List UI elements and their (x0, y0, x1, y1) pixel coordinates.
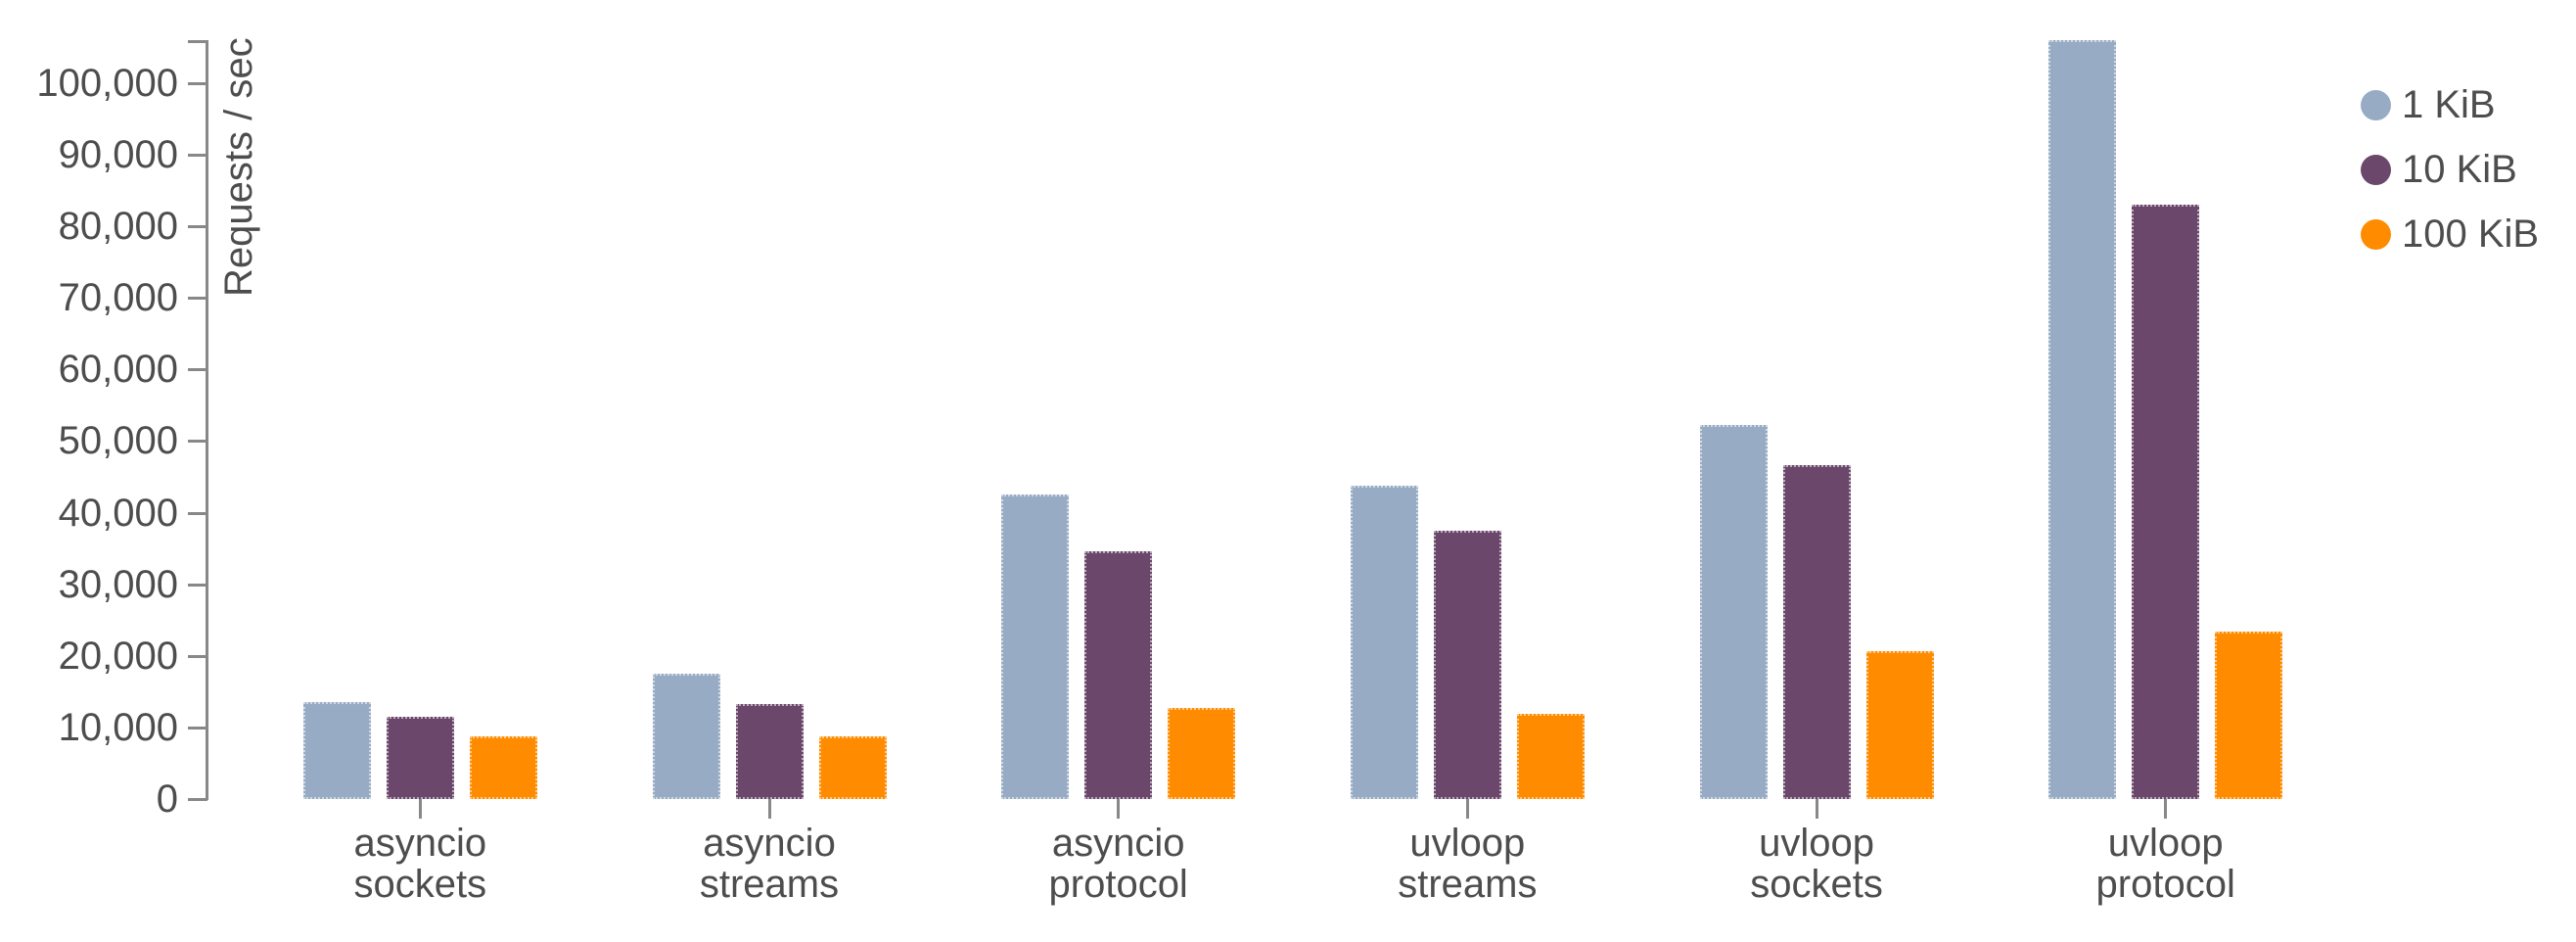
y-axis-tick (188, 225, 207, 229)
y-axis-tick-label: 90,000 (58, 132, 178, 176)
y-axis-tick-label: 20,000 (58, 634, 178, 678)
bar-100-kib (2215, 632, 2283, 799)
bar-1-kib (302, 702, 371, 799)
bar-10-kib (2132, 205, 2200, 799)
x-axis-tick (1465, 799, 1469, 819)
x-axis-tick (767, 799, 771, 819)
x-axis-tick (2164, 799, 2168, 819)
bar-group: asyncio protocol (943, 40, 1293, 906)
x-axis-label: asyncio streams (699, 822, 840, 907)
y-axis-tick (188, 153, 207, 157)
y-axis-tick (188, 511, 207, 515)
bar-group: uvloop protocol (1991, 40, 2340, 906)
bar-100-kib (818, 736, 887, 799)
bar-100-kib (1516, 714, 1585, 799)
y-axis-tick-label: 30,000 (58, 562, 178, 606)
y-axis-tick (188, 297, 207, 301)
bar-10-kib (1782, 465, 1851, 799)
bar-10-kib (1433, 531, 1501, 799)
y-axis-tick (188, 81, 207, 85)
bar-1-kib (2048, 40, 2117, 799)
bar-1-kib (652, 674, 720, 799)
y-axis-tick-label: 100,000 (36, 61, 178, 105)
bar-group: uvloop streams (1293, 40, 1642, 906)
y-axis-tick (188, 583, 207, 587)
y-axis-tick-label: 80,000 (58, 205, 178, 249)
y-axis-line (206, 40, 208, 800)
bar-group-bars (246, 702, 595, 799)
bar-100-kib (1168, 708, 1236, 799)
bar-1-kib (1350, 486, 1418, 799)
legend-label: 1 KiB (2402, 82, 2496, 126)
x-axis-label: asyncio protocol (1048, 822, 1188, 907)
bar-10-kib (735, 704, 804, 799)
legend-label: 10 KiB (2402, 147, 2517, 191)
y-axis-tick-label: 70,000 (58, 276, 178, 320)
legend-item: 10 KiB (2361, 147, 2539, 192)
x-axis-label: asyncio sockets (353, 822, 487, 907)
y-axis-tick-label: 10,000 (58, 705, 178, 749)
bar-group: uvloop sockets (1642, 40, 1992, 906)
legend-item: 1 KiB (2361, 82, 2539, 127)
bar-group-bars (1642, 425, 1992, 799)
y-axis-tick (188, 440, 207, 444)
bar-group: asyncio streams (595, 40, 944, 906)
y-axis-tick-label: 0 (156, 777, 178, 821)
legend-swatch (2361, 218, 2391, 250)
legend: 1 KiB 10 KiB 100 KiB (2361, 82, 2539, 276)
x-axis-tick (418, 799, 422, 819)
bar-10-kib (1084, 551, 1153, 799)
x-axis-label: uvloop protocol (2095, 822, 2235, 907)
y-axis-tick-label: 60,000 (58, 348, 178, 392)
bar-group-bars (943, 495, 1293, 799)
x-axis-tick (1815, 799, 1818, 819)
y-axis-tick-label: 50,000 (58, 419, 178, 463)
bar-1-kib (1699, 425, 1768, 799)
y-axis-tick-label: 40,000 (58, 491, 178, 535)
bar-group-bars (595, 674, 944, 799)
legend-swatch (2361, 89, 2391, 120)
bar-group: asyncio sockets (246, 40, 595, 906)
bar-group-bars (1991, 40, 2340, 799)
y-axis-tick (188, 368, 207, 372)
legend-swatch (2361, 154, 2391, 185)
legend-label: 100 KiB (2402, 212, 2540, 256)
bar-1-kib (1001, 495, 1070, 799)
bar-10-kib (386, 717, 454, 799)
x-axis-label: uvloop sockets (1750, 822, 1883, 907)
bar-group-bars (1293, 486, 1642, 799)
plot-area: asyncio sockets asyncio streams asyncio pr… (246, 40, 2340, 906)
y-axis-end-tick (188, 40, 208, 43)
bar-100-kib (469, 736, 537, 799)
y-axis-tick (188, 654, 207, 658)
y-axis-tick (188, 798, 207, 801)
x-axis-label: uvloop streams (1398, 822, 1538, 907)
x-axis-tick (1117, 799, 1121, 819)
legend-item: 100 KiB (2361, 212, 2539, 257)
y-axis-tick (188, 726, 207, 730)
bar-100-kib (1865, 651, 1934, 799)
